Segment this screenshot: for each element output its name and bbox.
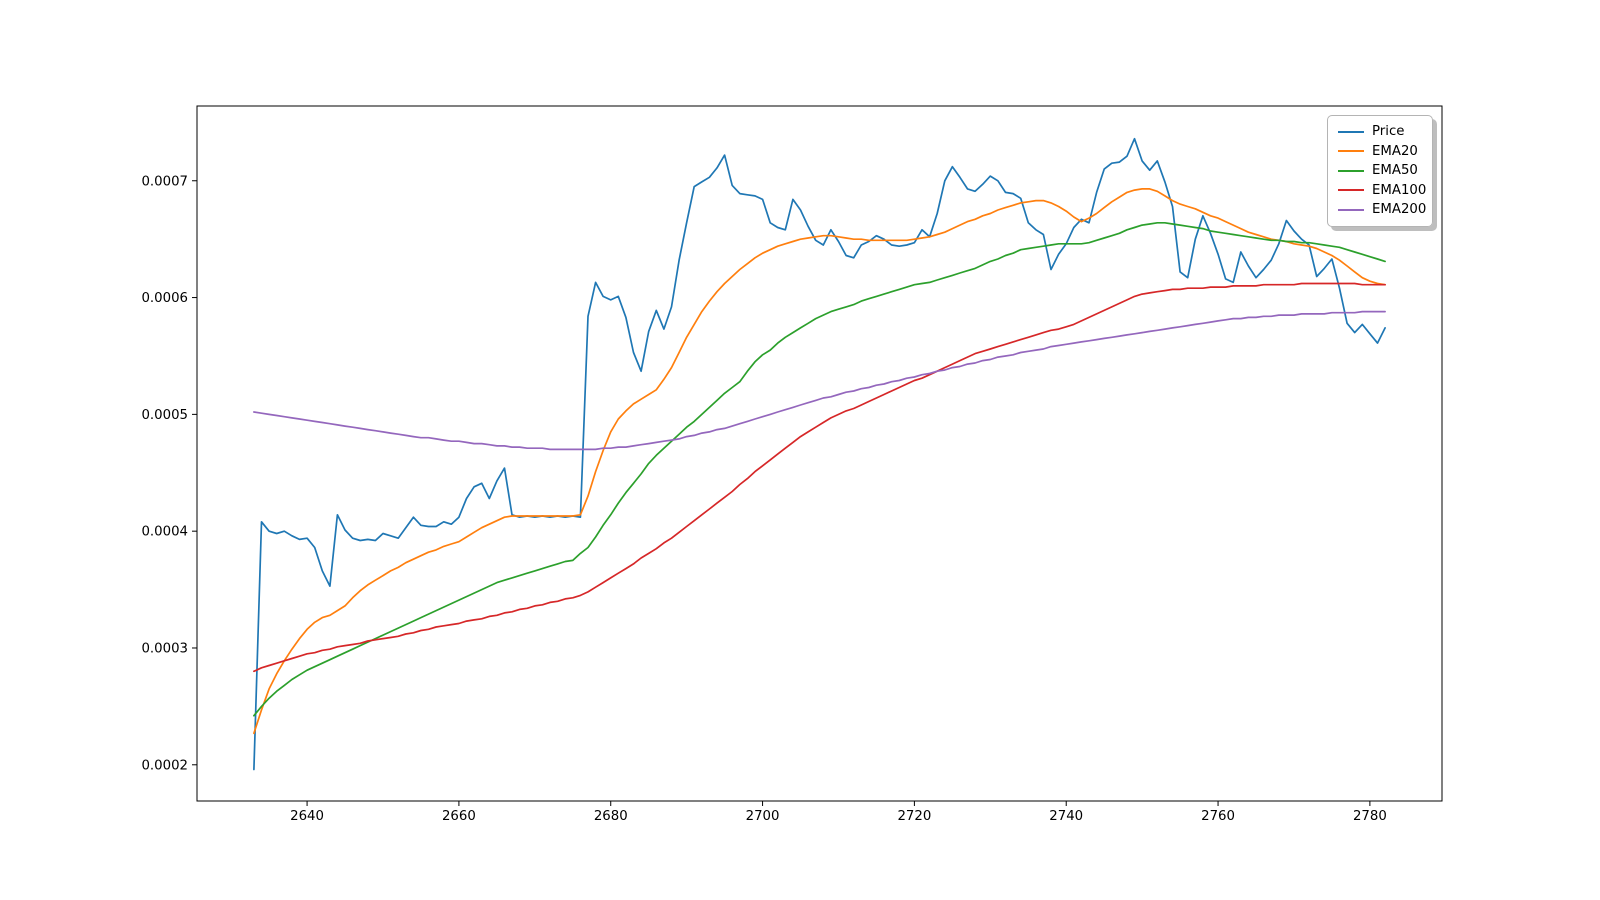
y-tick-label: 0.0005: [141, 408, 188, 423]
ema20-line-swatch: [1338, 150, 1364, 153]
y-tick-label: 0.0007: [141, 174, 188, 189]
x-tick-label: 2660: [442, 809, 476, 824]
legend-entry-ema20: EMA20: [1338, 142, 1426, 162]
legend-entry-ema50: EMA50: [1338, 161, 1426, 181]
y-tick-label: 0.0006: [141, 291, 188, 306]
x-tick-label: 2700: [746, 809, 780, 824]
ema20-line: [253, 188, 1386, 735]
ema200-line-swatch: [1338, 208, 1364, 211]
ema50-line: [253, 221, 1386, 717]
ema50-line-swatch: [1338, 169, 1364, 172]
legend-entry-price: Price: [1338, 122, 1426, 142]
legend: Price EMA20 EMA50 EMA100 EMA200: [1327, 115, 1433, 227]
legend-label-ema50: EMA50: [1372, 163, 1418, 179]
x-tick-label: 2760: [1201, 809, 1235, 824]
axes-frame: [196, 105, 1443, 802]
y-tick-label: 0.0002: [141, 758, 188, 773]
x-tick-label: 2680: [594, 809, 628, 824]
legend-entry-ema200: EMA200: [1338, 200, 1426, 220]
x-tick-label: 2640: [290, 809, 324, 824]
legend-entry-ema100: EMA100: [1338, 181, 1426, 201]
x-tick-label: 2740: [1049, 809, 1083, 824]
x-tick-label: 2780: [1353, 809, 1387, 824]
legend-label-ema100: EMA100: [1372, 182, 1427, 198]
price-line-swatch: [1338, 130, 1364, 133]
ema100-line: [253, 282, 1386, 673]
legend-label-price: Price: [1372, 124, 1405, 140]
legend-label-ema200: EMA200: [1372, 202, 1427, 218]
y-tick-label: 0.0003: [141, 641, 188, 656]
ema100-line-swatch: [1338, 189, 1364, 192]
y-tick-label: 0.0004: [141, 525, 188, 540]
x-tick-label: 2720: [897, 809, 931, 824]
legend-label-ema20: EMA20: [1372, 143, 1418, 159]
ema200-line: [253, 310, 1386, 451]
price-line: [253, 137, 1386, 771]
